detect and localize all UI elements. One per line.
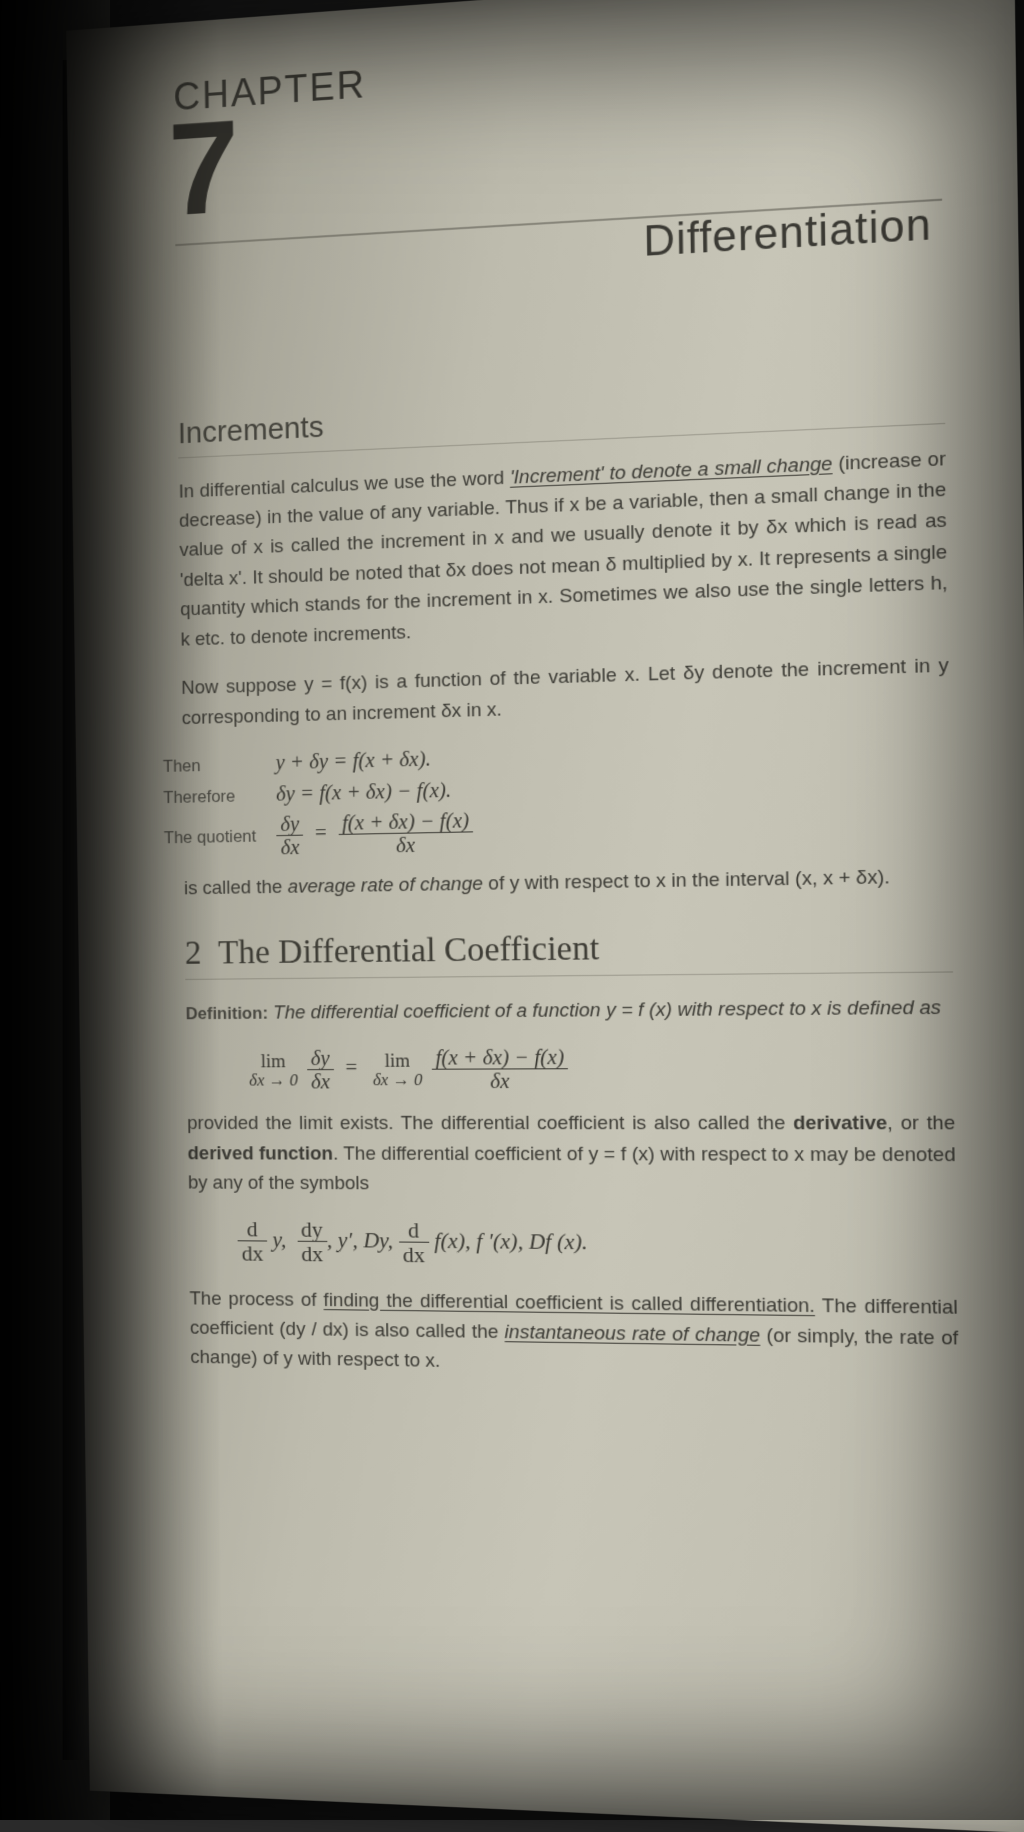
frac-den: δx [307,1070,334,1092]
frac-den: dx [238,1242,268,1266]
section-2-definition: Definition: The differential coefficient… [186,992,954,1028]
text-italic: average rate of change [287,873,483,898]
section-2-title: The Differential Coefficient [218,929,600,971]
frac-num: δy [276,812,303,836]
limit-block-2: lim δx → 0 [372,1051,422,1088]
section-1-para-3: is called the average rate of change of … [184,861,952,904]
equation-quotient: The quotient δy δx = f(x + δx) − f(x) δx [271,799,951,859]
frac-num: f(x + δx) − f(x) [338,809,473,835]
frac-num: d [237,1217,267,1242]
text: provided the limit exists. The different… [187,1113,793,1135]
limit-block-1: lim δx → 0 [249,1051,298,1088]
text-underlined: 'Increment' to denote a small change [510,453,833,489]
eq-body: y + δy = f(x + δx). [275,746,431,774]
lim-top: lim [372,1051,422,1071]
text: of y with respect to x in the interval (… [483,867,890,895]
section-2-heading: 2 The Differential Coefficient [185,924,953,972]
sym-fx: f(x), f ′(x), Df (x). [434,1227,588,1254]
lim-bot: δx → 0 [249,1071,298,1088]
lim-bot: δx → 0 [373,1070,423,1088]
definition-text: The differential coefficient of a functi… [273,996,941,1023]
text-underlined: finding the differential coefficient is … [323,1289,815,1316]
frac-num: f(x + δx) − f(x) [431,1045,568,1069]
section-2-para-2: The process of finding the differential … [189,1284,959,1386]
lim-top: lim [249,1051,298,1070]
fraction-difference-quotient: f(x + δx) − f(x) δx [338,809,474,858]
frac-den: δx [432,1069,569,1092]
frac-num: δy [307,1047,334,1071]
eq-body: δy = f(x + δx) − f(x). [276,777,452,805]
frac-num: dy [297,1218,327,1243]
eq-label-quotient: The quotient [164,826,272,848]
section-2-para-1: provided the limit exists. The different… [187,1108,956,1202]
frac-d-dx-2: d dx [398,1218,429,1267]
equation-limit-definition: lim δx → 0 δy δx = lim δx → 0 f(x + δx) … [245,1043,955,1092]
text-bold: derived function [187,1143,333,1165]
frac-den: dx [297,1242,327,1266]
text-italic-underlined: instantaneous rate of change [504,1322,760,1347]
section-1-para-2: Now suppose y = f(x) is a function of th… [181,651,949,734]
frac-den: δx [338,832,473,857]
photo-wrap: CHAPTER 7 Differentiation Increments In … [0,0,1024,1820]
eq-label-therefore: Therefore [163,786,271,809]
eq-label-then: Then [163,754,271,777]
sym-list: , y′, Dy, [327,1227,399,1253]
definition-label: Definition: [186,1003,269,1023]
fraction-dy-dx: δy δx [276,812,303,858]
page: CHAPTER 7 Differentiation Increments In … [66,0,1024,1832]
text: Thus if x be a variable, then a small ch… [179,479,947,650]
section-1-para-1: In differential calculus we use the word… [178,444,948,655]
fraction-difference-quotient-2: f(x + δx) − f(x) δx [431,1045,568,1092]
frac-num: d [398,1218,428,1243]
frac-dy-dx: dy dx [297,1218,327,1266]
text: In differential calculus we use the word [179,467,511,503]
text: is called the [184,877,288,900]
frac-den: dx [399,1243,429,1267]
derivative-notation-list: d dx y, dy dx , y′, Dy, d dx f(x), f ′(x… [237,1217,957,1272]
sym-y: y [272,1226,281,1251]
page-inner: CHAPTER 7 Differentiation Increments In … [66,0,1024,1471]
section-2-number: 2 [185,934,202,971]
text-bold: derivative [793,1112,887,1134]
rule-section-2 [185,971,953,980]
fraction-dy-dx-2: δy δx [307,1047,334,1093]
text: , or the [887,1112,955,1134]
frac-den: δx [277,836,304,859]
frac-d-dx: d dx [237,1217,267,1265]
text: The process of [189,1288,323,1311]
